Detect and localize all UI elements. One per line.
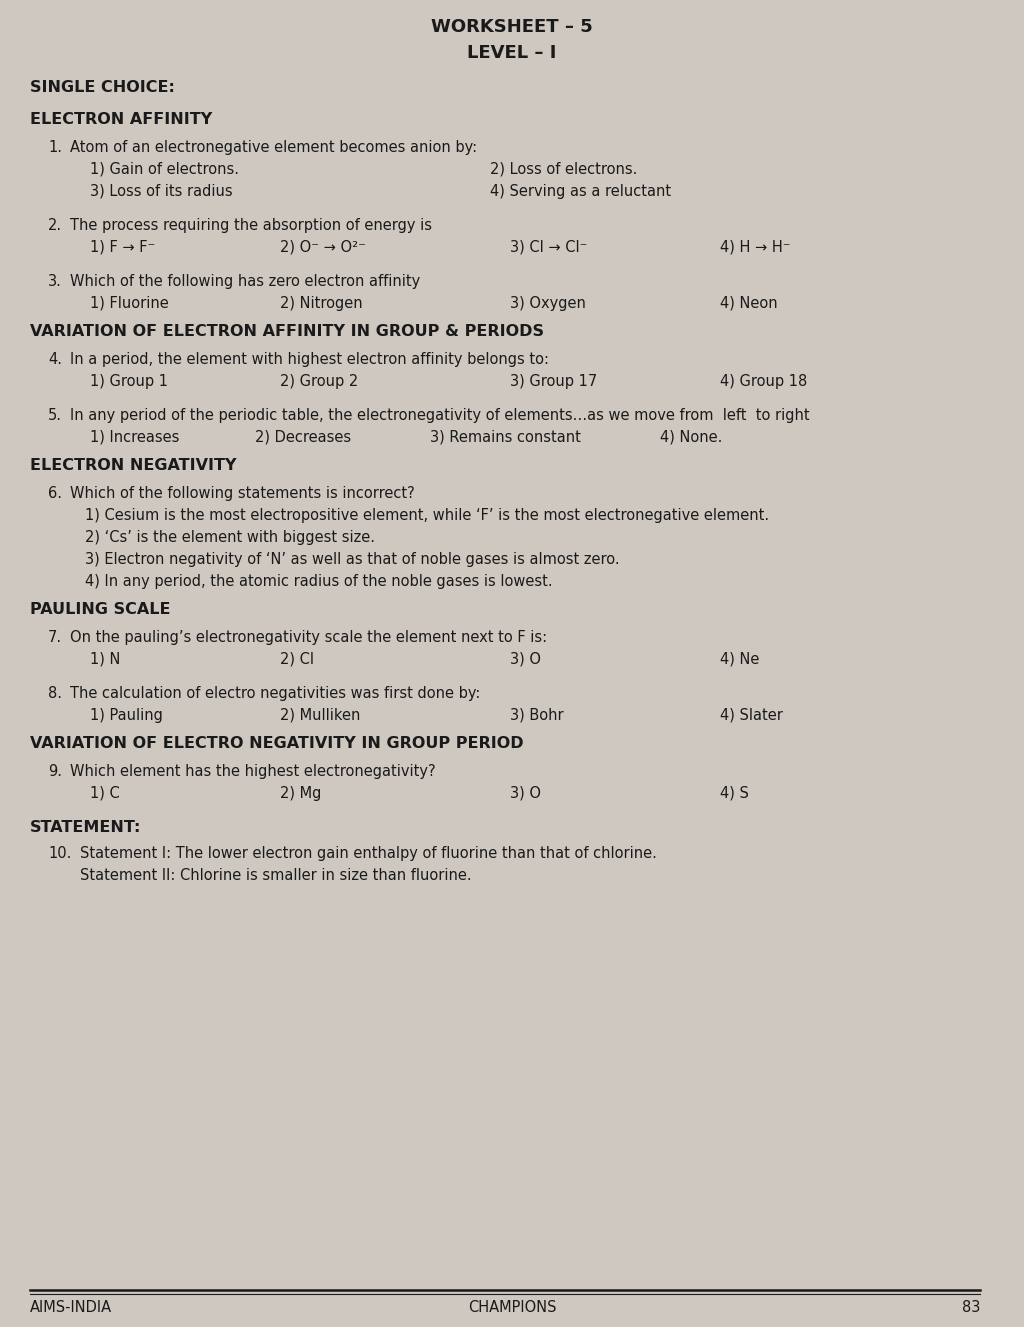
Text: 2) ‘Cs’ is the element with biggest size.: 2) ‘Cs’ is the element with biggest size… xyxy=(85,529,375,545)
Text: 1) Gain of electrons.: 1) Gain of electrons. xyxy=(90,162,239,176)
Text: 2) O⁻ → O²⁻: 2) O⁻ → O²⁻ xyxy=(280,240,366,255)
Text: 1) Pauling: 1) Pauling xyxy=(90,709,163,723)
Text: Which of the following has zero electron affinity: Which of the following has zero electron… xyxy=(70,273,420,289)
Text: The calculation of electro negativities was first done by:: The calculation of electro negativities … xyxy=(70,686,480,701)
Text: Which of the following statements is incorrect?: Which of the following statements is inc… xyxy=(70,486,415,502)
Text: In any period of the periodic table, the electronegativity of elements…as we mov: In any period of the periodic table, the… xyxy=(70,407,810,423)
Text: 4) Serving as a reluctant: 4) Serving as a reluctant xyxy=(490,184,671,199)
Text: 1) C: 1) C xyxy=(90,786,120,802)
Text: 3) Loss of its radius: 3) Loss of its radius xyxy=(90,184,232,199)
Text: 4) None.: 4) None. xyxy=(660,430,722,445)
Text: STATEMENT:: STATEMENT: xyxy=(30,820,141,835)
Text: 4) S: 4) S xyxy=(720,786,749,802)
Text: 9.: 9. xyxy=(48,764,62,779)
Text: 4.: 4. xyxy=(48,352,62,368)
Text: 3) Group 17: 3) Group 17 xyxy=(510,374,597,389)
Text: 4) Slater: 4) Slater xyxy=(720,709,783,723)
Text: CHAMPIONS: CHAMPIONS xyxy=(468,1300,556,1315)
Text: The process requiring the absorption of energy is: The process requiring the absorption of … xyxy=(70,218,432,234)
Text: 10.: 10. xyxy=(48,847,72,861)
Text: 2) Nitrogen: 2) Nitrogen xyxy=(280,296,362,311)
Text: 4) Ne: 4) Ne xyxy=(720,652,760,667)
Text: 6.: 6. xyxy=(48,486,62,502)
Text: 1) F → F⁻: 1) F → F⁻ xyxy=(90,240,156,255)
Text: Atom of an electronegative element becomes anion by:: Atom of an electronegative element becom… xyxy=(70,141,477,155)
Text: 2) Loss of electrons.: 2) Loss of electrons. xyxy=(490,162,637,176)
Text: 1.: 1. xyxy=(48,141,62,155)
Text: 2) Mg: 2) Mg xyxy=(280,786,322,802)
Text: 2) Cl: 2) Cl xyxy=(280,652,314,667)
Text: ELECTRON NEGATIVITY: ELECTRON NEGATIVITY xyxy=(30,458,237,472)
Text: Statement II: Chlorine is smaller in size than fluorine.: Statement II: Chlorine is smaller in siz… xyxy=(80,868,472,882)
Text: 3) Electron negativity of ‘N’ as well as that of noble gases is almost zero.: 3) Electron negativity of ‘N’ as well as… xyxy=(85,552,620,567)
Text: Statement I: The lower electron gain enthalpy of fluorine than that of chlorine.: Statement I: The lower electron gain ent… xyxy=(80,847,656,861)
Text: 7.: 7. xyxy=(48,630,62,645)
Text: In a period, the element with highest electron affinity belongs to:: In a period, the element with highest el… xyxy=(70,352,549,368)
Text: VARIATION OF ELECTRO NEGATIVITY IN GROUP PERIOD: VARIATION OF ELECTRO NEGATIVITY IN GROUP… xyxy=(30,736,523,751)
Text: SINGLE CHOICE:: SINGLE CHOICE: xyxy=(30,80,175,96)
Text: On the pauling’s electronegativity scale the element next to F is:: On the pauling’s electronegativity scale… xyxy=(70,630,547,645)
Text: 3) Remains constant: 3) Remains constant xyxy=(430,430,581,445)
Text: LEVEL – I: LEVEL – I xyxy=(467,44,557,62)
Text: 3) O: 3) O xyxy=(510,652,541,667)
Text: 3) Cl → Cl⁻: 3) Cl → Cl⁻ xyxy=(510,240,588,255)
Text: 1) Group 1: 1) Group 1 xyxy=(90,374,168,389)
Text: 1) Fluorine: 1) Fluorine xyxy=(90,296,169,311)
Text: Which element has the highest electronegativity?: Which element has the highest electroneg… xyxy=(70,764,435,779)
Text: 2) Decreases: 2) Decreases xyxy=(255,430,351,445)
Text: 8.: 8. xyxy=(48,686,62,701)
Text: 2.: 2. xyxy=(48,218,62,234)
Text: 83: 83 xyxy=(962,1300,980,1315)
Text: 4) Neon: 4) Neon xyxy=(720,296,777,311)
Text: ELECTRON AFFINITY: ELECTRON AFFINITY xyxy=(30,111,212,127)
Text: 4) H → H⁻: 4) H → H⁻ xyxy=(720,240,791,255)
Text: 2) Mulliken: 2) Mulliken xyxy=(280,709,360,723)
Text: 2) Group 2: 2) Group 2 xyxy=(280,374,358,389)
Text: 3) Oxygen: 3) Oxygen xyxy=(510,296,586,311)
Text: 3.: 3. xyxy=(48,273,61,289)
Text: PAULING SCALE: PAULING SCALE xyxy=(30,602,171,617)
Text: 3) O: 3) O xyxy=(510,786,541,802)
Text: WORKSHEET – 5: WORKSHEET – 5 xyxy=(431,19,593,36)
Text: AIMS-INDIA: AIMS-INDIA xyxy=(30,1300,112,1315)
Text: 5.: 5. xyxy=(48,407,62,423)
Text: 1) Increases: 1) Increases xyxy=(90,430,179,445)
Text: 1) N: 1) N xyxy=(90,652,121,667)
Text: 1) Cesium is the most electropositive element, while ‘F’ is the most electronega: 1) Cesium is the most electropositive el… xyxy=(85,508,769,523)
Text: 4) Group 18: 4) Group 18 xyxy=(720,374,807,389)
Text: 4) In any period, the atomic radius of the noble gases is lowest.: 4) In any period, the atomic radius of t… xyxy=(85,575,553,589)
Text: VARIATION OF ELECTRON AFFINITY IN GROUP & PERIODS: VARIATION OF ELECTRON AFFINITY IN GROUP … xyxy=(30,324,544,338)
Text: 3) Bohr: 3) Bohr xyxy=(510,709,563,723)
